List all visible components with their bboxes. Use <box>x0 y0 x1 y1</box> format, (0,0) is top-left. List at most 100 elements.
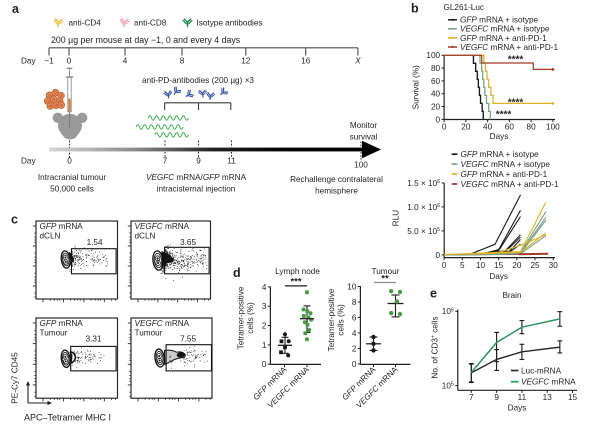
svg-text:GFP mRNA + anti-PD-1: GFP mRNA + anti-PD-1 <box>461 170 548 179</box>
svg-text:60: 60 <box>505 122 515 131</box>
svg-text:50,000 cells: 50,000 cells <box>50 185 94 194</box>
svg-text:Rechallenge contralateral: Rechallenge contralateral <box>290 175 383 184</box>
svg-text:20: 20 <box>512 261 522 270</box>
svg-text:11: 11 <box>518 393 527 402</box>
svg-text:GL261-Luc: GL261-Luc <box>444 3 485 12</box>
svg-text:**: ** <box>381 273 389 284</box>
svg-text:1.0 × 106: 1.0 × 106 <box>407 203 440 212</box>
svg-text:Days: Days <box>490 132 509 141</box>
svg-text:GFP mRNA: GFP mRNA <box>40 319 84 328</box>
svg-text:intracisternal injection: intracisternal injection <box>157 185 236 194</box>
svg-text:anti-PD-antibodies (200 µg) ×3: anti-PD-antibodies (200 µg) ×3 <box>142 76 254 85</box>
svg-text:VEGFC mRNA/GFP mRNA: VEGFC mRNA/GFP mRNA <box>146 173 247 182</box>
svg-text:1.5 × 106: 1.5 × 106 <box>407 179 440 188</box>
svg-text:Isotype antibodies: Isotype antibodies <box>197 19 263 28</box>
svg-text:VEGFC mRNA: VEGFC mRNA <box>521 378 576 387</box>
svg-text:b: b <box>411 2 419 16</box>
svg-text:2: 2 <box>352 344 357 353</box>
svg-text:Intracranial tumour: Intracranial tumour <box>38 173 107 182</box>
svg-text:5.0 × 105: 5.0 × 105 <box>407 227 440 236</box>
svg-text:survival: survival <box>350 133 378 142</box>
svg-text:RLU: RLU <box>392 210 401 226</box>
svg-text:e: e <box>430 287 437 301</box>
svg-text:cells (%): cells (%) <box>336 304 345 336</box>
svg-text:0: 0 <box>442 261 447 270</box>
svg-text:10: 10 <box>476 261 486 270</box>
svg-text:Monitor: Monitor <box>350 121 378 130</box>
svg-text:40: 40 <box>431 90 441 99</box>
svg-text:cells (%): cells (%) <box>246 302 255 334</box>
svg-text:GFP mRNA + isotype: GFP mRNA + isotype <box>461 150 539 159</box>
svg-text:4: 4 <box>352 329 357 338</box>
svg-text:15: 15 <box>494 261 504 270</box>
svg-text:dCLN: dCLN <box>135 232 156 241</box>
svg-text:4: 4 <box>262 283 267 292</box>
svg-text:APC–Tetramer MHC I: APC–Tetramer MHC I <box>24 413 111 423</box>
svg-text:Tetramer-positive: Tetramer-positive <box>237 286 246 349</box>
svg-text:0: 0 <box>352 360 357 369</box>
svg-text:Days: Days <box>489 272 508 281</box>
svg-text:VEGFC mRNA + anti-PD-1: VEGFC mRNA + anti-PD-1 <box>460 43 559 52</box>
svg-text:16: 16 <box>301 57 311 66</box>
svg-text:11: 11 <box>227 157 236 166</box>
svg-text:12: 12 <box>241 57 251 66</box>
svg-text:GFP mRNA + isotype: GFP mRNA + isotype <box>460 16 538 25</box>
svg-text:VEGFC mRNA: VEGFC mRNA <box>135 319 190 328</box>
svg-text:hemisphere: hemisphere <box>315 187 358 196</box>
svg-text:Tetramer-positive: Tetramer-positive <box>327 288 336 351</box>
svg-text:25: 25 <box>530 261 540 270</box>
svg-text:−1: −1 <box>44 57 54 66</box>
svg-text:anti-CD8: anti-CD8 <box>134 19 167 28</box>
svg-text:100: 100 <box>426 51 440 60</box>
svg-text:6: 6 <box>352 313 357 322</box>
svg-text:3.65: 3.65 <box>180 238 196 247</box>
svg-text:GFP mRNA: GFP mRNA <box>40 222 84 231</box>
svg-text:anti-CD4: anti-CD4 <box>69 19 102 28</box>
svg-text:VEGFC mRNA: VEGFC mRNA <box>135 222 190 231</box>
svg-text:7: 7 <box>163 157 168 166</box>
svg-text:8: 8 <box>352 298 357 307</box>
svg-text:1.54: 1.54 <box>87 238 103 247</box>
svg-text:0: 0 <box>435 251 440 260</box>
svg-text:****: **** <box>496 110 512 121</box>
svg-text:VEGFC mRNA + isotype: VEGFC mRNA + isotype <box>460 25 550 34</box>
svg-text:7: 7 <box>469 393 474 402</box>
svg-text:Tumour: Tumour <box>40 329 68 338</box>
svg-text:X: X <box>354 57 361 66</box>
svg-text:100: 100 <box>546 122 560 131</box>
svg-text:Tumour: Tumour <box>372 267 400 276</box>
svg-text:7.55: 7.55 <box>180 335 196 344</box>
svg-text:GFP mRNA + anti-PD-1: GFP mRNA + anti-PD-1 <box>460 34 547 43</box>
svg-text:80: 80 <box>431 64 441 73</box>
svg-text:Day: Day <box>21 157 36 166</box>
svg-text:100: 100 <box>354 161 368 170</box>
svg-text:Luc-mRNA: Luc-mRNA <box>521 366 562 375</box>
svg-text:Lymph node: Lymph node <box>275 267 320 276</box>
svg-text:2: 2 <box>262 321 267 330</box>
svg-text:80: 80 <box>527 122 537 131</box>
svg-text:9: 9 <box>196 157 201 166</box>
svg-text:****: **** <box>508 97 524 108</box>
svg-text:0: 0 <box>442 122 447 131</box>
svg-text:Days: Days <box>508 404 527 413</box>
svg-text:VEGFC mRNA + anti-PD-1: VEGFC mRNA + anti-PD-1 <box>461 180 560 189</box>
svg-text:106: 106 <box>442 307 454 316</box>
svg-text:20: 20 <box>461 122 471 131</box>
svg-text:8: 8 <box>180 57 185 66</box>
svg-text:10: 10 <box>347 282 357 291</box>
svg-text:PE-Cy7 CD45: PE-Cy7 CD45 <box>11 352 20 404</box>
svg-text:Tumour: Tumour <box>135 329 163 338</box>
svg-text:200 µg per mouse at day −1, 0: 200 µg per mouse at day −1, 0 and every … <box>51 35 241 45</box>
svg-text:****: **** <box>508 54 524 65</box>
svg-text:40: 40 <box>483 122 493 131</box>
svg-text:Day: Day <box>21 57 36 66</box>
svg-text:20: 20 <box>431 102 441 111</box>
svg-text:0: 0 <box>436 115 441 124</box>
svg-text:d: d <box>233 266 241 280</box>
svg-text:0: 0 <box>262 360 267 369</box>
svg-text:30: 30 <box>549 261 559 270</box>
svg-text:1: 1 <box>262 341 267 350</box>
svg-text:4: 4 <box>123 57 128 66</box>
svg-text:c: c <box>11 213 18 227</box>
svg-text:3: 3 <box>262 302 267 311</box>
